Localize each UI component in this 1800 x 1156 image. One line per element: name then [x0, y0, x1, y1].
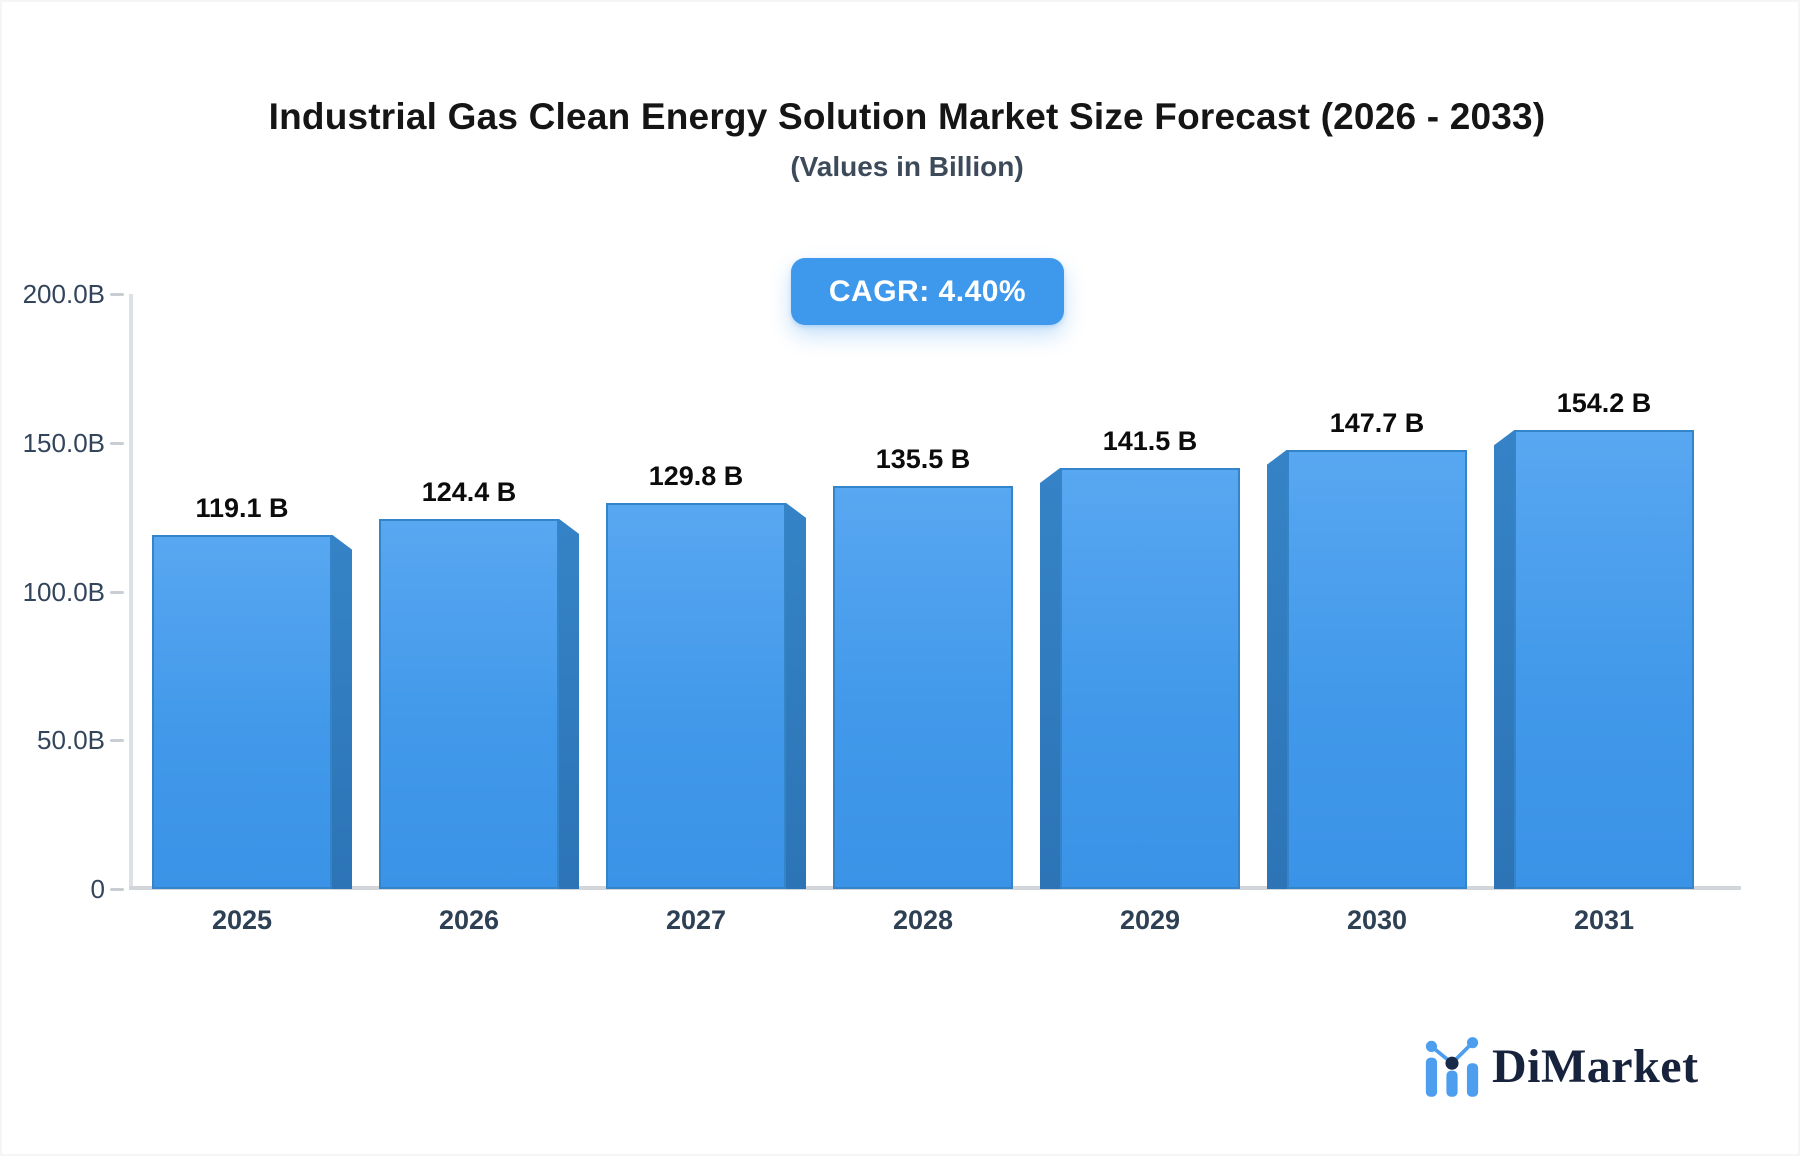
x-axis-label: 2028: [892, 905, 954, 935]
bar-2025[interactable]: [152, 534, 352, 889]
bar-2031[interactable]: [1494, 430, 1694, 889]
bar-front-face: [606, 502, 786, 889]
bar-2026[interactable]: [379, 518, 579, 889]
x-axis-label: 2025: [211, 905, 273, 935]
y-axis-tick-label: 100.0B: [22, 576, 105, 607]
bar-front-face: [152, 534, 332, 889]
bar-value-label: 154.2 B: [1556, 388, 1652, 419]
chart-title: Industrial Gas Clean Energy Solution Mar…: [268, 96, 1546, 137]
y-axis-tick-label: 50.0B: [37, 725, 105, 756]
dimarket-logo-icon: [1425, 1037, 1479, 1097]
cagr-badge-label: CAGR: 4.40%: [828, 274, 1027, 308]
y-axis-tick-mark: [110, 739, 124, 743]
bar-side-face: [1040, 468, 1060, 889]
x-axis-label: 2031: [1573, 905, 1635, 935]
bar-front-face: [379, 518, 559, 889]
bar-side-face: [786, 502, 806, 889]
cagr-badge: CAGR: 4.40%: [791, 258, 1064, 325]
y-axis-line: [129, 294, 133, 888]
bar-value-label: 147.7 B: [1329, 407, 1425, 438]
y-axis-tick-label: 150.0B: [22, 427, 105, 458]
bar-value-label: 119.1 B: [195, 492, 289, 523]
x-axis-label: 2026: [438, 905, 500, 935]
chart-subtitle: (Values in Billion): [790, 151, 1024, 182]
bar-2030[interactable]: [1267, 449, 1467, 889]
bar-front-face: [1514, 430, 1694, 889]
bar-side-face: [559, 518, 579, 889]
bar-front-face: [1287, 449, 1467, 889]
bar-2027[interactable]: [606, 502, 806, 889]
bar-side-face: [332, 534, 352, 889]
x-axis-label: 2029: [1119, 905, 1181, 935]
x-axis-label: 2027: [665, 905, 727, 935]
y-axis-tick-mark: [110, 293, 124, 296]
bar-value-label: 135.5 B: [875, 443, 971, 474]
bar-side-face: [1267, 449, 1287, 889]
bar-2028[interactable]: [833, 485, 1013, 889]
y-axis-tick-label: 200.0B: [22, 279, 105, 309]
y-axis-tick-mark: [110, 888, 124, 891]
bar-front-face: [833, 485, 1013, 889]
y-axis-tick-label: 0: [90, 874, 105, 904]
dimarket-logo-text: DiMarket: [1492, 1039, 1699, 1093]
x-axis-label: 2030: [1346, 905, 1408, 935]
bar-front-face: [1060, 468, 1240, 889]
bar-side-face: [1494, 430, 1514, 889]
bar-2029[interactable]: [1040, 468, 1240, 889]
bar-value-label: 141.5 B: [1102, 426, 1198, 457]
y-axis-tick-mark: [110, 590, 124, 594]
bar-value-label: 129.8 B: [648, 460, 744, 491]
dimarket-logo: DiMarket: [1424, 1030, 1699, 1102]
bar-value-label: 124.4 B: [421, 476, 517, 507]
y-axis-tick-mark: [110, 441, 124, 445]
